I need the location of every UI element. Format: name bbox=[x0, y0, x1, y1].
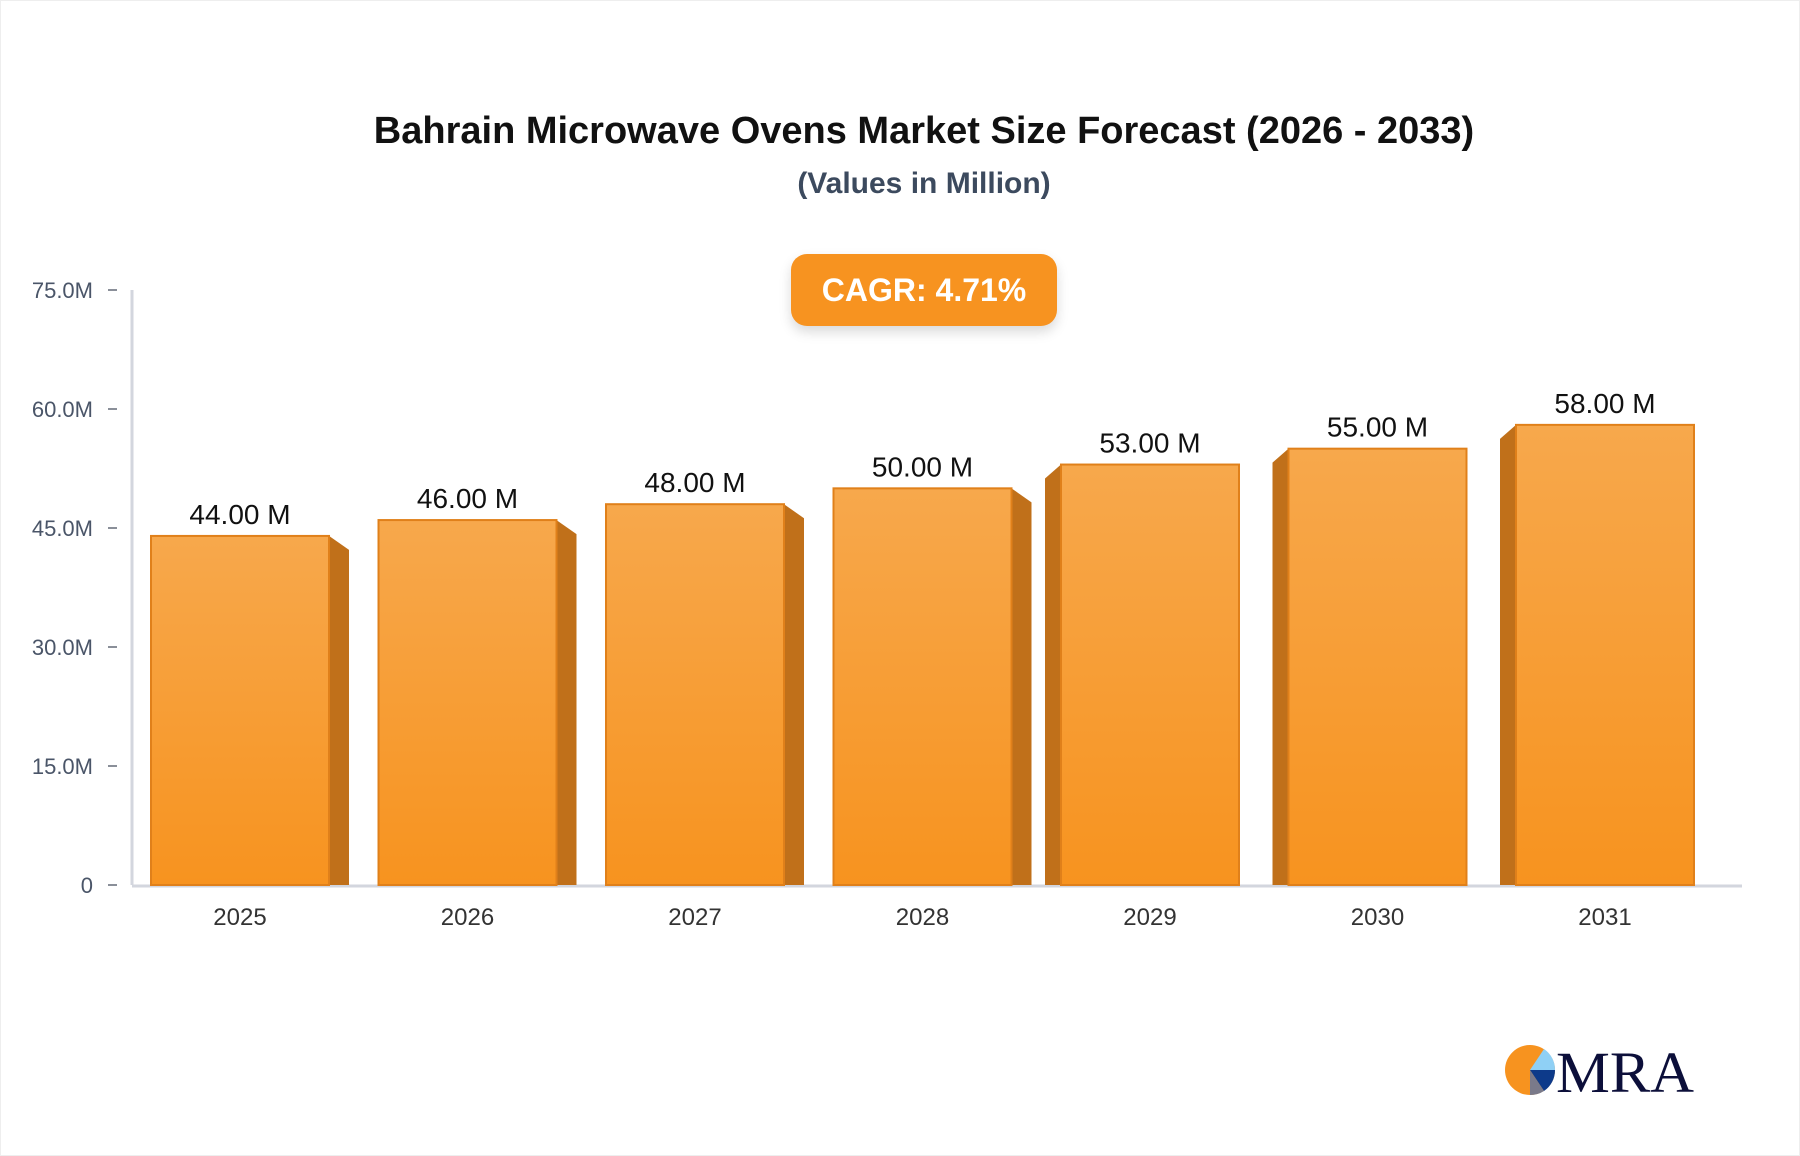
data-label: 53.00 M bbox=[1099, 428, 1200, 459]
bar-side bbox=[1500, 424, 1516, 885]
y-tick-label: 30.0M bbox=[32, 635, 93, 660]
y-tick-label: 0 bbox=[81, 873, 93, 898]
bar bbox=[1515, 423, 1695, 886]
bar-side bbox=[556, 520, 577, 885]
chart-title: Bahrain Microwave Ovens Market Size Fore… bbox=[373, 110, 1475, 152]
bar-side bbox=[1045, 464, 1061, 885]
x-tick-label: 2031 bbox=[1578, 904, 1631, 931]
x-tick-label: 2025 bbox=[213, 904, 266, 931]
x-tick-label: 2026 bbox=[441, 904, 494, 931]
cagr-badge: CAGR: 4.71% bbox=[791, 254, 1057, 326]
x-tick-label: 2027 bbox=[668, 904, 721, 931]
bar-side bbox=[1011, 488, 1032, 885]
y-tick-label: 15.0M bbox=[32, 754, 93, 779]
data-label: 46.00 M bbox=[417, 483, 518, 514]
data-label: 50.00 M bbox=[872, 451, 973, 482]
x-tick-label: 2028 bbox=[896, 904, 949, 931]
data-label: 58.00 M bbox=[1554, 388, 1655, 419]
bar bbox=[1287, 447, 1468, 886]
svg-text:MRA: MRA bbox=[1556, 1040, 1694, 1100]
y-tick-label: 60.0M bbox=[32, 397, 93, 422]
mra-logo: MRA bbox=[1505, 1040, 1694, 1100]
data-label: 55.00 M bbox=[1327, 412, 1428, 443]
y-tick-label: 75.0M bbox=[32, 278, 93, 303]
y-tick-label: 45.0M bbox=[32, 516, 93, 541]
bar bbox=[377, 519, 558, 886]
bar-side bbox=[329, 535, 349, 885]
data-label: 44.00 M bbox=[189, 499, 290, 530]
bar bbox=[832, 487, 1013, 886]
bar bbox=[1060, 463, 1240, 886]
bar-side bbox=[784, 504, 804, 885]
x-tick-label: 2029 bbox=[1123, 904, 1176, 931]
bar bbox=[150, 534, 330, 887]
bar-side bbox=[1272, 448, 1289, 885]
bar bbox=[605, 503, 785, 886]
chart-subtitle: (Values in Million) bbox=[797, 167, 1051, 200]
x-tick-label: 2030 bbox=[1351, 904, 1404, 931]
data-label: 48.00 M bbox=[644, 467, 745, 498]
